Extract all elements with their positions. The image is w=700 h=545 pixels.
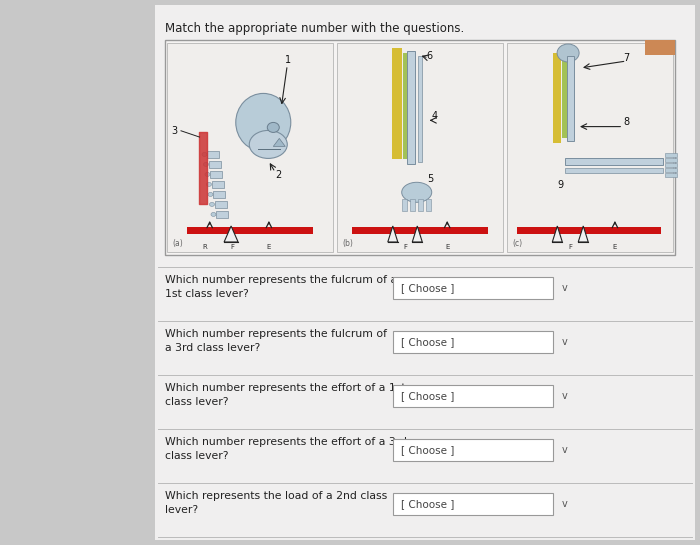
Bar: [410, 199, 414, 211]
Text: [ Choose ]: [ Choose ]: [401, 337, 454, 347]
Text: Which number represents the fulcrum of a
1st class lever?: Which number represents the fulcrum of a…: [165, 275, 397, 299]
Ellipse shape: [249, 130, 287, 159]
Text: 2: 2: [275, 171, 281, 180]
Text: 5: 5: [427, 174, 433, 184]
Bar: [337, 43, 503, 252]
Text: F: F: [568, 244, 573, 250]
Text: 3: 3: [171, 126, 177, 136]
Text: Which number represents the effort of a 1st
class lever?: Which number represents the effort of a …: [165, 383, 405, 407]
Text: 9: 9: [557, 180, 564, 190]
FancyBboxPatch shape: [393, 385, 553, 407]
Text: v: v: [562, 337, 568, 347]
Text: v: v: [562, 445, 568, 455]
Text: F: F: [230, 244, 234, 250]
Bar: [665, 158, 677, 162]
Polygon shape: [224, 226, 238, 242]
Bar: [215, 201, 227, 208]
Text: (b): (b): [342, 239, 353, 248]
Text: Match the appropriate number with the questions.: Match the appropriate number with the qu…: [165, 22, 464, 35]
Bar: [209, 161, 221, 168]
Bar: [517, 227, 661, 234]
Text: [ Choose ]: [ Choose ]: [401, 283, 454, 293]
Bar: [418, 56, 421, 162]
Text: [ Choose ]: [ Choose ]: [401, 445, 454, 455]
Bar: [565, 168, 663, 173]
Text: [ Choose ]: [ Choose ]: [401, 391, 454, 401]
Bar: [187, 227, 313, 234]
Bar: [562, 58, 567, 138]
Bar: [155, 5, 695, 540]
Ellipse shape: [208, 192, 213, 196]
Text: v: v: [562, 391, 568, 401]
Ellipse shape: [236, 93, 290, 152]
Ellipse shape: [209, 202, 214, 207]
Polygon shape: [412, 226, 422, 242]
Ellipse shape: [267, 123, 279, 132]
Bar: [665, 163, 677, 167]
Polygon shape: [552, 226, 562, 242]
Bar: [402, 199, 407, 211]
Bar: [418, 199, 423, 211]
Text: v: v: [562, 283, 568, 293]
Polygon shape: [578, 226, 588, 242]
Text: [ Choose ]: [ Choose ]: [401, 499, 454, 509]
Text: 4: 4: [432, 111, 438, 121]
Text: Which number represents the effort of a 3rd
class lever?: Which number represents the effort of a …: [165, 437, 407, 461]
Bar: [216, 211, 228, 218]
Text: E: E: [267, 244, 271, 250]
FancyBboxPatch shape: [393, 493, 553, 515]
Text: (c): (c): [512, 239, 522, 248]
Ellipse shape: [402, 182, 432, 202]
Bar: [553, 53, 561, 143]
FancyBboxPatch shape: [393, 277, 553, 299]
Bar: [665, 173, 677, 177]
Text: 6: 6: [427, 51, 433, 61]
Bar: [392, 48, 402, 159]
Bar: [165, 40, 675, 255]
Bar: [207, 151, 220, 158]
Text: 8: 8: [623, 117, 629, 128]
Bar: [507, 43, 673, 252]
Text: 1: 1: [286, 55, 291, 65]
FancyBboxPatch shape: [393, 439, 553, 461]
Bar: [665, 153, 677, 157]
Text: Which represents the load of a 2nd class
lever?: Which represents the load of a 2nd class…: [165, 491, 387, 515]
Bar: [567, 56, 574, 141]
Text: F: F: [403, 244, 407, 250]
Text: v: v: [562, 499, 568, 509]
Ellipse shape: [204, 162, 209, 166]
Text: 7: 7: [623, 53, 629, 63]
Ellipse shape: [202, 153, 207, 156]
Bar: [402, 53, 409, 159]
Polygon shape: [388, 226, 398, 242]
Bar: [665, 168, 677, 172]
Bar: [352, 227, 488, 234]
Bar: [645, 40, 675, 55]
Text: R: R: [202, 244, 207, 250]
Text: (a): (a): [172, 239, 183, 248]
Ellipse shape: [206, 183, 211, 186]
FancyBboxPatch shape: [393, 331, 553, 353]
Bar: [211, 171, 223, 178]
Polygon shape: [273, 138, 286, 147]
Bar: [565, 158, 663, 165]
Text: E: E: [445, 244, 449, 250]
Text: E: E: [612, 244, 617, 250]
Bar: [407, 51, 414, 164]
Bar: [212, 181, 224, 188]
Text: Which number represents the fulcrum of
a 3rd class lever?: Which number represents the fulcrum of a…: [165, 329, 387, 353]
Bar: [214, 191, 225, 198]
Bar: [167, 43, 333, 252]
Ellipse shape: [205, 172, 210, 177]
Ellipse shape: [211, 213, 216, 216]
Ellipse shape: [557, 44, 579, 62]
Bar: [426, 199, 430, 211]
